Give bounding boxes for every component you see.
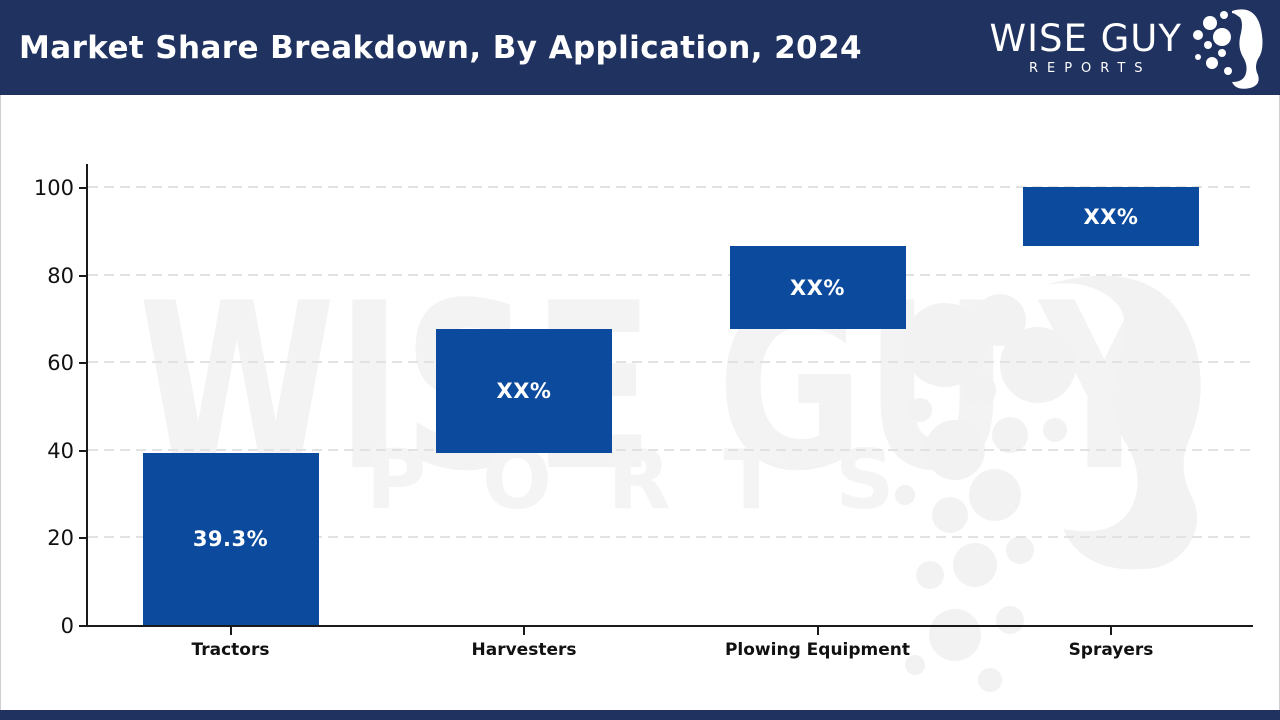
y-axis-line [86,164,88,627]
logo-face-icon [1193,8,1263,89]
y-tick-label: 20 [47,526,74,551]
footer-bar [0,710,1280,720]
wise-guy-reports-logo: WISE GUY REPORTS [990,7,1280,89]
header-bar: Market Share Breakdown, By Application, … [0,0,1280,95]
gridline [88,273,1253,276]
y-tick [79,362,86,365]
bar-value-label: XX% [790,275,845,300]
bar-value-label: XX% [1083,204,1139,229]
bar-tractors: 39.3% [142,452,319,625]
x-category-label: Plowing Equipment [724,640,911,660]
logo-subtitle: REPORTS [1028,61,1152,76]
bar-plowing-equipment: XX% [729,246,906,329]
y-tick [79,187,86,189]
x-category-label: Harvesters [471,640,577,660]
x-category-label: Tractors [191,640,270,660]
logo-text: WISE GUY REPORTS [990,20,1182,75]
bar-harvesters: XX% [436,328,612,453]
bar-value-label: 39.3% [192,526,269,551]
logo-wordmark: WISE GUY [989,17,1182,60]
x-axis-line [86,625,1253,627]
y-tick-label: 0 [60,614,74,638]
x-tick [229,627,232,635]
y-tick-label: 80 [47,263,74,288]
y-tick [79,274,86,277]
y-tick [79,625,86,627]
x-tick [523,627,525,635]
y-tick-label: 100 [33,176,74,200]
page-title: Market Share Breakdown, By Application, … [19,29,862,66]
y-tick-label: 60 [47,351,74,376]
bar-value-label: XX% [496,378,552,403]
bar-sprayers: XX% [1023,187,1199,247]
y-tick-label: 40 [47,438,74,463]
x-category-label: Sprayers [1068,640,1154,660]
gridline [88,536,1253,539]
gridline [88,448,1253,451]
gridline [88,186,1253,188]
y-tick [79,449,86,452]
x-tick [1110,627,1112,635]
y-tick [79,537,86,540]
gridline [88,361,1253,364]
x-tick [816,627,819,635]
